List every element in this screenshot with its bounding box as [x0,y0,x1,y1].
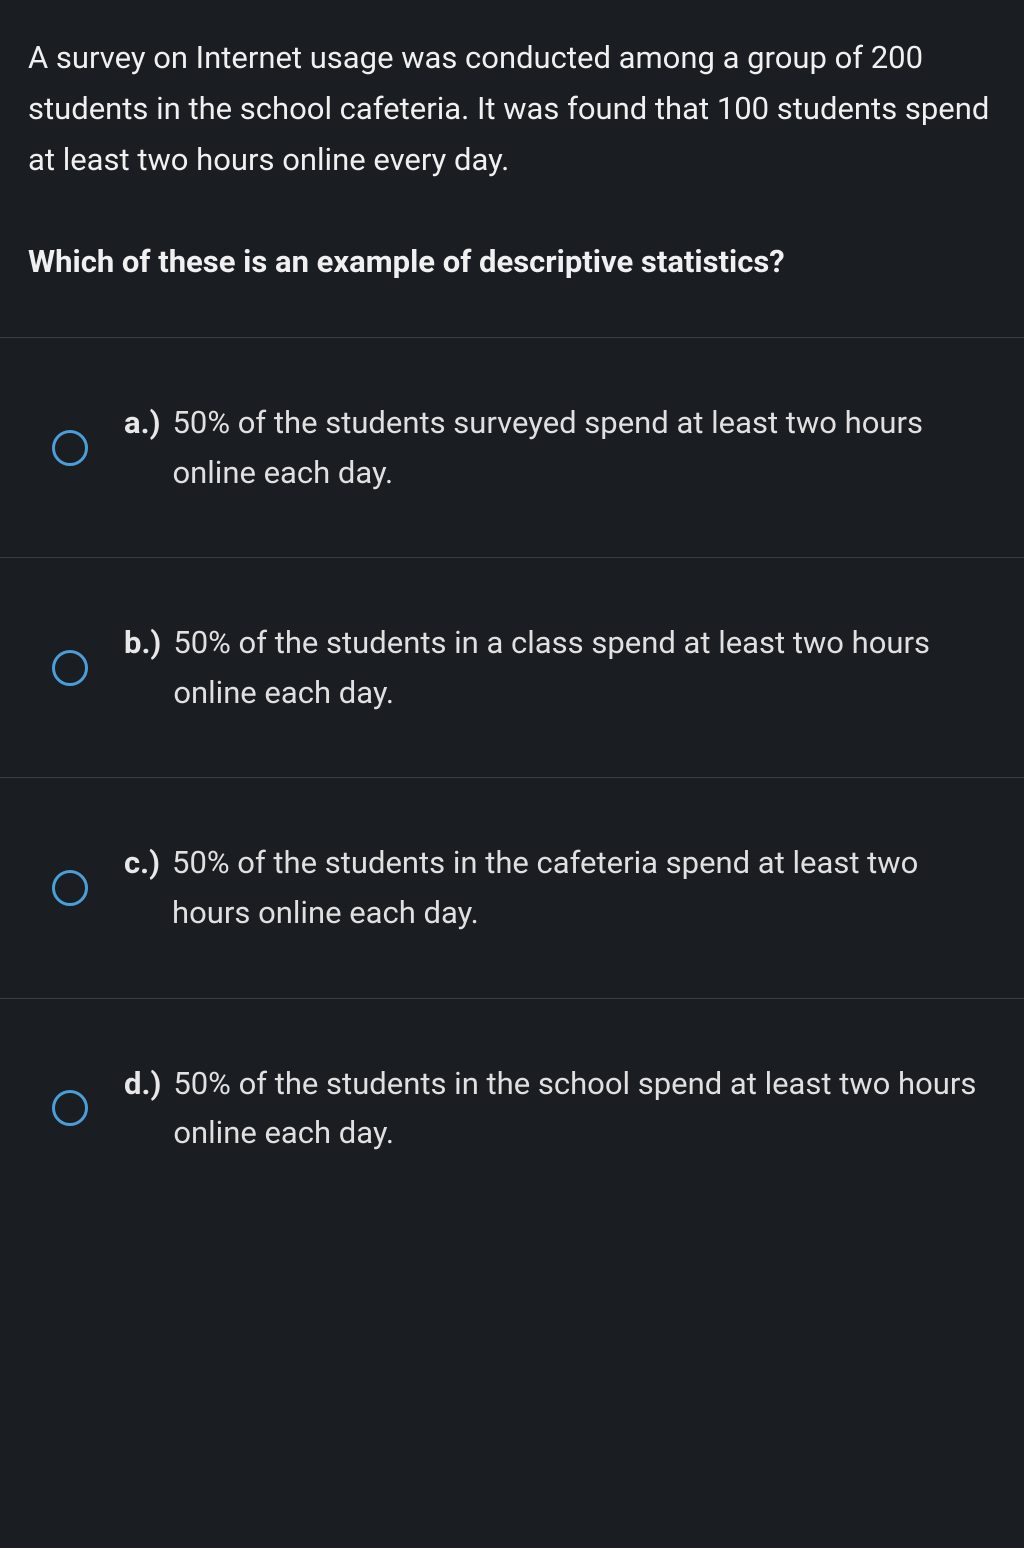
option-content: c.) 50% of the students in the cafeteria… [124,838,996,937]
options-container: a.) 50% of the students surveyed spend a… [0,337,1024,1198]
option-label: c.) [124,838,160,888]
radio-icon [52,870,88,906]
option-label: a.) [124,398,160,448]
question-container: A survey on Internet usage was conducted… [0,0,1024,337]
radio-icon [52,650,88,686]
option-a[interactable]: a.) 50% of the students surveyed spend a… [0,337,1024,557]
option-text: 50% of the students in a class spend at … [173,618,996,717]
option-b[interactable]: b.) 50% of the students in a class spend… [0,557,1024,777]
option-label: d.) [124,1059,161,1109]
option-content: a.) 50% of the students surveyed spend a… [124,398,996,497]
option-text: 50% of the students surveyed spend at le… [172,398,996,497]
option-c[interactable]: c.) 50% of the students in the cafeteria… [0,777,1024,997]
option-d[interactable]: d.) 50% of the students in the school sp… [0,998,1024,1198]
option-content: d.) 50% of the students in the school sp… [124,1059,996,1158]
question-text: A survey on Internet usage was conducted… [28,32,996,185]
option-content: b.) 50% of the students in a class spend… [124,618,996,717]
radio-icon [52,1090,88,1126]
question-prompt: Which of these is an example of descript… [28,237,996,287]
option-label: b.) [124,618,161,668]
radio-icon [52,430,88,466]
option-text: 50% of the students in the school spend … [173,1059,996,1158]
option-text: 50% of the students in the cafeteria spe… [172,838,996,937]
